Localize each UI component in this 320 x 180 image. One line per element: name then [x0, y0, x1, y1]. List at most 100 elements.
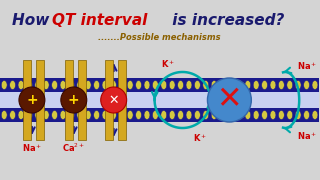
Ellipse shape	[68, 111, 74, 120]
Ellipse shape	[195, 111, 200, 120]
Ellipse shape	[312, 111, 318, 120]
Ellipse shape	[295, 80, 301, 89]
Ellipse shape	[1, 111, 7, 120]
Ellipse shape	[85, 80, 91, 89]
Ellipse shape	[85, 111, 91, 120]
Bar	[36, 60, 44, 140]
Circle shape	[207, 78, 251, 122]
Ellipse shape	[35, 80, 41, 89]
Ellipse shape	[77, 80, 83, 89]
Text: Ca$^{2+}$: Ca$^{2+}$	[62, 142, 85, 154]
Circle shape	[19, 87, 45, 113]
Ellipse shape	[52, 111, 58, 120]
Ellipse shape	[68, 80, 74, 89]
Ellipse shape	[102, 80, 108, 89]
Ellipse shape	[27, 111, 32, 120]
Ellipse shape	[77, 111, 83, 120]
Bar	[65, 60, 73, 140]
Ellipse shape	[18, 111, 24, 120]
Ellipse shape	[270, 111, 276, 120]
Bar	[118, 60, 126, 140]
Ellipse shape	[43, 111, 49, 120]
Bar	[78, 60, 86, 140]
Ellipse shape	[295, 111, 301, 120]
Ellipse shape	[236, 111, 242, 120]
Ellipse shape	[119, 111, 125, 120]
Text: Na$^+$: Na$^+$	[297, 60, 317, 72]
Ellipse shape	[136, 80, 141, 89]
Ellipse shape	[102, 111, 108, 120]
Ellipse shape	[144, 111, 150, 120]
Ellipse shape	[262, 111, 268, 120]
Text: is increased?: is increased?	[166, 12, 284, 28]
Ellipse shape	[228, 111, 234, 120]
Ellipse shape	[195, 80, 200, 89]
Ellipse shape	[60, 111, 66, 120]
Ellipse shape	[152, 111, 158, 120]
Text: Na$^+$: Na$^+$	[297, 130, 317, 142]
Ellipse shape	[203, 80, 209, 89]
Ellipse shape	[27, 80, 32, 89]
Text: .......Possible mechanisms: .......Possible mechanisms	[98, 33, 221, 42]
Ellipse shape	[245, 111, 251, 120]
Ellipse shape	[110, 111, 116, 120]
Ellipse shape	[287, 111, 293, 120]
Ellipse shape	[178, 111, 183, 120]
Text: +: +	[26, 93, 38, 107]
Ellipse shape	[161, 80, 167, 89]
Ellipse shape	[186, 111, 192, 120]
Ellipse shape	[18, 80, 24, 89]
Ellipse shape	[245, 80, 251, 89]
Text: ✕: ✕	[108, 93, 119, 107]
Ellipse shape	[1, 80, 7, 89]
Ellipse shape	[278, 111, 284, 120]
Ellipse shape	[110, 80, 116, 89]
Bar	[0, 108, 319, 122]
Ellipse shape	[161, 111, 167, 120]
Text: K$^+$: K$^+$	[162, 58, 176, 70]
Ellipse shape	[119, 80, 125, 89]
Ellipse shape	[169, 111, 175, 120]
Bar	[0, 92, 319, 108]
Ellipse shape	[220, 111, 226, 120]
Ellipse shape	[304, 80, 309, 89]
Ellipse shape	[178, 80, 183, 89]
Text: How: How	[12, 12, 55, 28]
Ellipse shape	[169, 80, 175, 89]
Ellipse shape	[211, 111, 217, 120]
Text: K$^+$: K$^+$	[193, 132, 208, 144]
Ellipse shape	[228, 80, 234, 89]
Ellipse shape	[94, 80, 100, 89]
Text: Na$^+$: Na$^+$	[22, 142, 42, 154]
Ellipse shape	[10, 111, 16, 120]
Ellipse shape	[60, 80, 66, 89]
Ellipse shape	[127, 80, 133, 89]
Ellipse shape	[203, 111, 209, 120]
Bar	[23, 60, 31, 140]
Bar	[105, 60, 113, 140]
Ellipse shape	[35, 111, 41, 120]
Circle shape	[61, 87, 87, 113]
Text: ✕: ✕	[217, 86, 242, 114]
Ellipse shape	[253, 80, 259, 89]
Ellipse shape	[304, 111, 309, 120]
Ellipse shape	[270, 80, 276, 89]
Bar	[0, 78, 319, 92]
Ellipse shape	[127, 111, 133, 120]
Ellipse shape	[220, 80, 226, 89]
Ellipse shape	[52, 80, 58, 89]
Ellipse shape	[152, 80, 158, 89]
Ellipse shape	[211, 80, 217, 89]
Ellipse shape	[278, 80, 284, 89]
Ellipse shape	[10, 80, 16, 89]
Text: QT interval: QT interval	[52, 12, 147, 28]
Ellipse shape	[136, 111, 141, 120]
Ellipse shape	[287, 80, 293, 89]
Ellipse shape	[43, 80, 49, 89]
Circle shape	[101, 87, 127, 113]
Ellipse shape	[186, 80, 192, 89]
Ellipse shape	[94, 111, 100, 120]
Ellipse shape	[253, 111, 259, 120]
Ellipse shape	[262, 80, 268, 89]
Ellipse shape	[144, 80, 150, 89]
